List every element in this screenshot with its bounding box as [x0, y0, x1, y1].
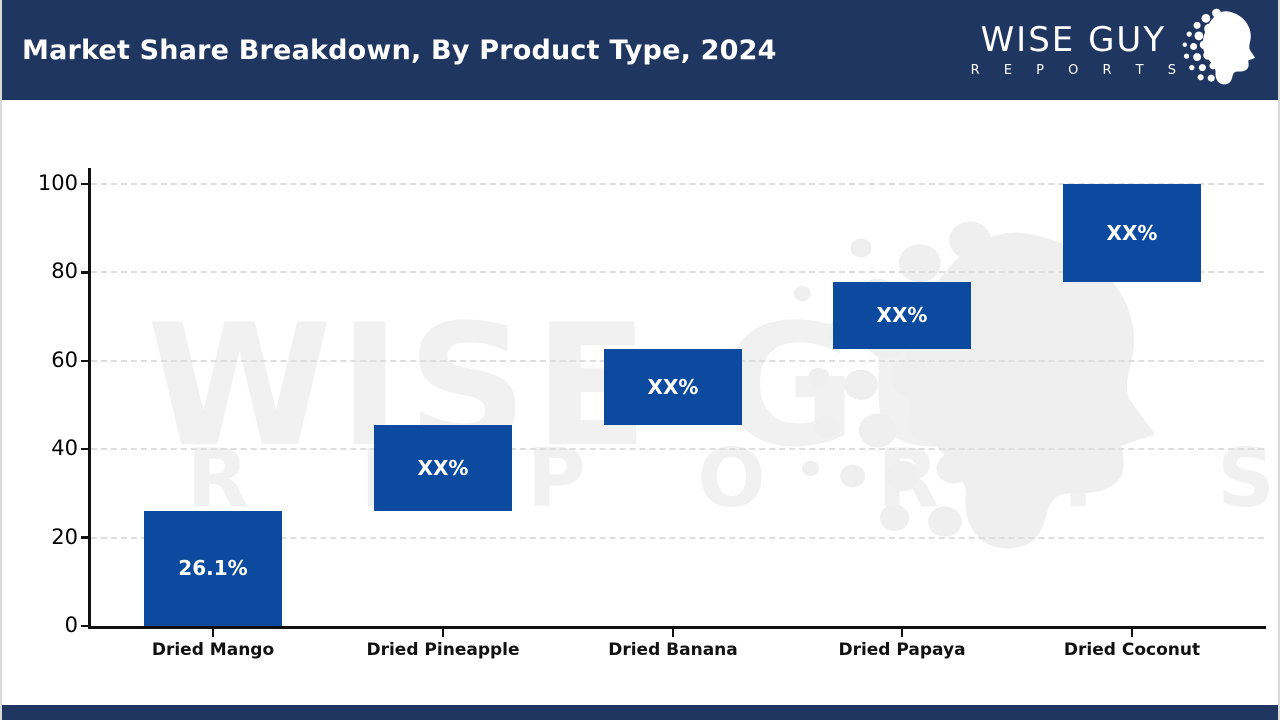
x-axis-tick-mark — [671, 628, 675, 637]
y-axis-tick-mark — [81, 359, 90, 363]
y-axis-line — [88, 168, 91, 628]
x-axis-tick-mark — [441, 628, 445, 637]
gridline — [91, 183, 1264, 185]
brand-wordmark-block: WISE GUY R E P O R T S — [961, 23, 1186, 78]
y-axis-tick-mark — [81, 182, 90, 186]
y-axis-tick-mark — [81, 447, 90, 451]
y-axis-tick-mark — [81, 271, 90, 274]
bar-dried-mango: 26.1% — [144, 510, 282, 626]
gridline — [91, 536, 1264, 539]
bar-dried-pineapple: XX% — [374, 424, 512, 511]
brand-logo: WISE GUY R E P O R T S — [961, 6, 1268, 94]
x-axis-category-label: Dried Banana — [608, 640, 738, 660]
gridline — [91, 271, 1264, 274]
footer-bar — [2, 705, 1278, 720]
wiseguy-face-icon — [1182, 8, 1256, 85]
bar-value-label: XX% — [417, 455, 469, 480]
y-axis-tick-label: 60 — [51, 347, 78, 372]
x-axis-category-label: Dried Pineapple — [366, 640, 520, 660]
x-axis-category-label: Dried Papaya — [838, 640, 966, 660]
gridline — [91, 448, 1264, 451]
y-axis-tick-label: 0 — [64, 613, 78, 637]
bar-dried-coconut: XX% — [1063, 184, 1201, 283]
bar-dried-banana: XX% — [604, 348, 742, 425]
brand-subtext: R E P O R T S — [970, 62, 1186, 78]
x-axis-category-label: Dried Mango — [151, 640, 275, 660]
x-axis-tick-mark — [211, 628, 215, 637]
x-axis-tick-mark — [900, 628, 904, 637]
chart-title: Market Share Breakdown, By Product Type,… — [22, 34, 777, 66]
bar-value-label: XX% — [1106, 221, 1158, 246]
bar-value-label: XX% — [647, 374, 699, 399]
y-axis-tick-label: 40 — [51, 436, 78, 461]
y-axis-tick-label: 80 — [51, 259, 78, 284]
bar-value-label: 26.1% — [178, 556, 248, 581]
x-axis-tick-mark — [1130, 628, 1134, 637]
y-axis-tick-mark — [81, 624, 90, 628]
header-bar: Market Share Breakdown, By Product Type,… — [2, 0, 1278, 100]
bar-value-label: XX% — [876, 303, 928, 328]
y-axis-tick-mark — [81, 536, 90, 539]
y-axis-tick-label: 100 — [37, 171, 78, 195]
bar-dried-papaya: XX% — [833, 282, 971, 349]
brand-wordmark: WISE GUY — [980, 19, 1167, 60]
x-axis-category-label: Dried Coconut — [1063, 640, 1201, 660]
x-axis-line — [88, 626, 1266, 629]
y-axis-tick-label: 20 — [51, 524, 78, 549]
